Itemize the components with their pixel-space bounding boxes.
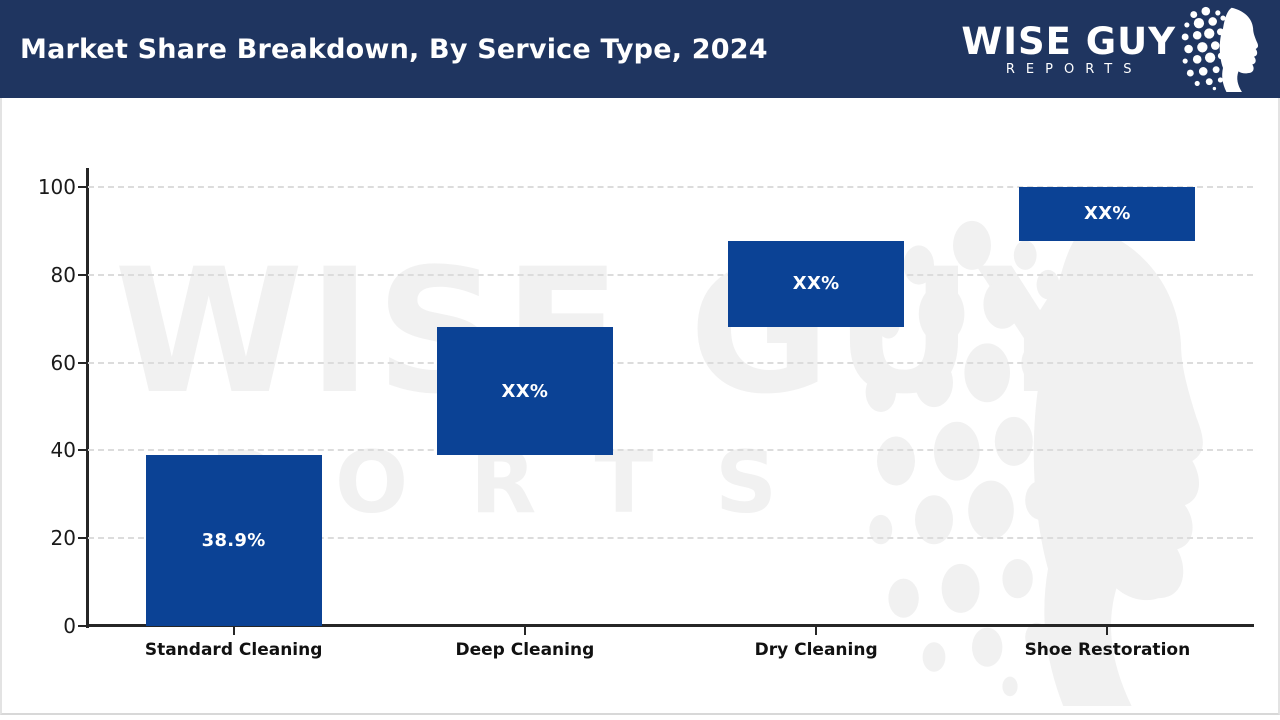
head-profile-icon	[1181, 6, 1259, 92]
page-title: Market Share Breakdown, By Service Type,…	[20, 33, 768, 65]
bar-shoe-restoration: XX%	[1019, 186, 1196, 241]
x-category-label: Dry Cleaning	[754, 640, 878, 660]
brand-logo: WISE GUY REPORTS	[961, 6, 1280, 92]
gridline	[88, 273, 1253, 276]
x-tick-mark	[1106, 627, 1109, 635]
bar-deep-cleaning: XX%	[436, 326, 613, 456]
y-axis-line	[86, 168, 89, 628]
y-tick-label: 0	[63, 614, 76, 638]
brand-subname: REPORTS	[1005, 61, 1143, 77]
y-tick-label: 60	[50, 350, 76, 375]
x-tick-mark	[523, 627, 526, 635]
brand-logo-text: WISE GUY REPORTS	[961, 23, 1176, 76]
x-category-label: Deep Cleaning	[455, 640, 595, 660]
brand-name: WISE GUY	[961, 19, 1176, 63]
x-axis-line	[86, 624, 1254, 627]
bar-value-label: XX%	[501, 380, 549, 402]
y-tick-label: 100	[37, 174, 76, 199]
y-tick-label: 40	[50, 438, 76, 463]
y-tick-mark	[78, 273, 86, 276]
gridline	[88, 185, 1253, 188]
bar-value-label: XX%	[1084, 203, 1131, 225]
gridline	[88, 361, 1253, 364]
x-category-label: Shoe Restoration	[1024, 640, 1191, 660]
gridline	[88, 449, 1253, 452]
bar-value-label: 38.9%	[201, 530, 266, 552]
y-tick-label: 20	[50, 526, 76, 551]
y-tick-label: 80	[50, 262, 76, 287]
waterfall-plot: 0 20 40 60 80 100 38.9% Standard Cleaning XX% Dee…	[38, 168, 1254, 660]
bar-value-label: XX%	[792, 273, 840, 295]
header-bar: Market Share Breakdown, By Service Type,…	[0, 0, 1280, 98]
y-tick-mark	[78, 537, 86, 540]
chart-area: WISE GUY PORTS 0 20 40 60 80 100 38.9% Standard…	[0, 98, 1280, 715]
x-tick-mark	[815, 627, 818, 635]
bar-dry-cleaning: XX%	[728, 240, 905, 327]
x-tick-mark	[232, 627, 235, 635]
y-tick-mark	[78, 185, 86, 188]
gridline	[88, 537, 1253, 540]
bar-standard-cleaning: 38.9%	[145, 455, 322, 626]
y-tick-mark	[78, 449, 86, 452]
y-tick-mark	[78, 361, 86, 364]
y-tick-mark	[78, 625, 86, 627]
x-category-label: Standard Cleaning	[144, 640, 323, 660]
